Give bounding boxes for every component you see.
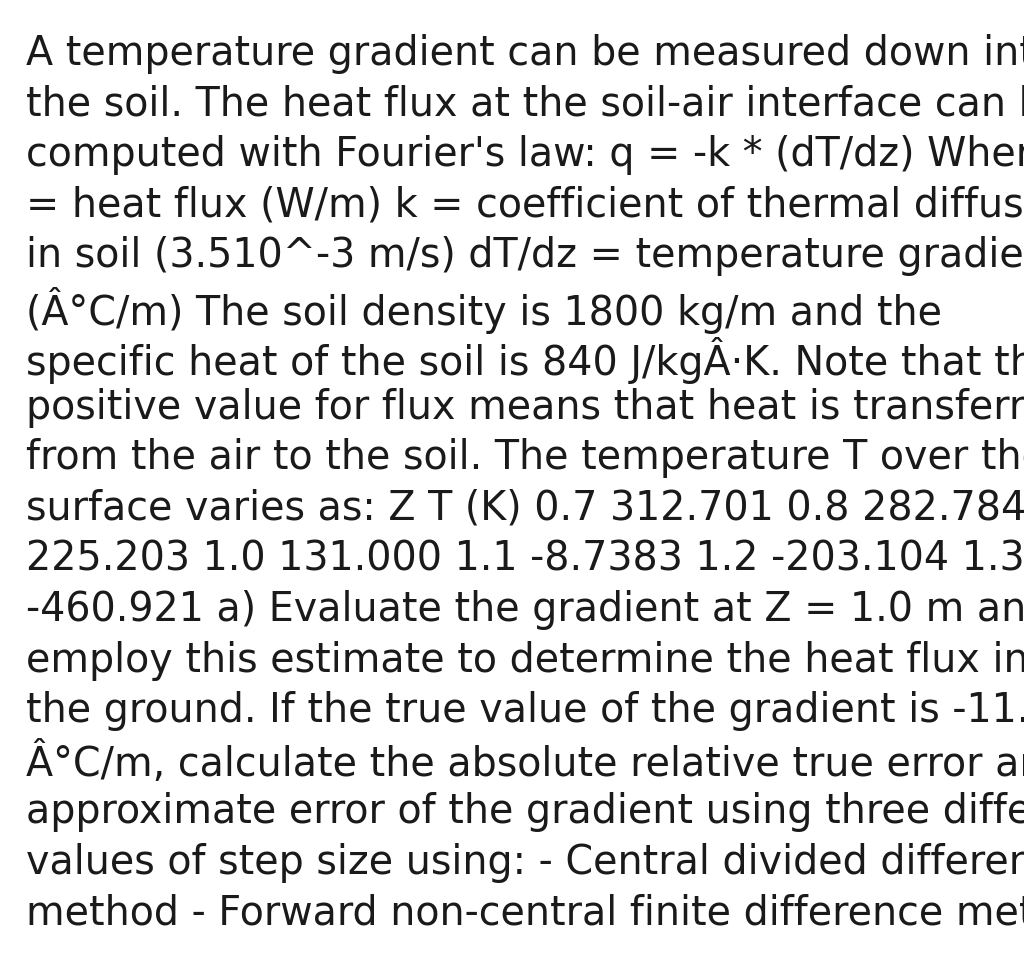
- Text: 225.203 1.0 131.000 1.1 -8.7383 1.2 -203.104 1.3: 225.203 1.0 131.000 1.1 -8.7383 1.2 -203…: [26, 539, 1024, 579]
- Text: in soil (3.510^-3 m/s) dT/dz = temperature gradient: in soil (3.510^-3 m/s) dT/dz = temperatu…: [26, 236, 1024, 276]
- Text: positive value for flux means that heat is transferred: positive value for flux means that heat …: [26, 388, 1024, 428]
- Text: from the air to the soil. The temperature T over the: from the air to the soil. The temperatur…: [26, 438, 1024, 478]
- Text: specific heat of the soil is 840 J/kgÂ·K. Note that the: specific heat of the soil is 840 J/kgÂ·K…: [26, 337, 1024, 384]
- Text: surface varies as: Z T (K) 0.7 312.701 0.8 282.784 0.9: surface varies as: Z T (K) 0.7 312.701 0…: [26, 489, 1024, 529]
- Text: computed with Fourier's law: q = -k * (dT/dz) Where: q: computed with Fourier's law: q = -k * (d…: [26, 135, 1024, 175]
- Text: values of step size using: - Central divided difference: values of step size using: - Central div…: [26, 843, 1024, 883]
- Text: approximate error of the gradient using three different: approximate error of the gradient using …: [26, 792, 1024, 832]
- Text: Â°C/m, calculate the absolute relative true error and: Â°C/m, calculate the absolute relative t…: [26, 742, 1024, 784]
- Text: method - Forward non-central finite difference method: method - Forward non-central finite diff…: [26, 893, 1024, 933]
- Text: the ground. If the true value of the gradient is -11.55: the ground. If the true value of the gra…: [26, 691, 1024, 731]
- Text: A temperature gradient can be measured down into: A temperature gradient can be measured d…: [26, 34, 1024, 74]
- Text: = heat flux (W/m) k = coefficient of thermal diffusivity: = heat flux (W/m) k = coefficient of the…: [26, 186, 1024, 226]
- Text: the soil. The heat flux at the soil-air interface can be: the soil. The heat flux at the soil-air …: [26, 85, 1024, 124]
- Text: (Â°C/m) The soil density is 1800 kg/m and the: (Â°C/m) The soil density is 1800 kg/m an…: [26, 287, 942, 333]
- Text: employ this estimate to determine the heat flux into: employ this estimate to determine the he…: [26, 641, 1024, 680]
- Text: -460.921 a) Evaluate the gradient at Z = 1.0 m and: -460.921 a) Evaluate the gradient at Z =…: [26, 590, 1024, 630]
